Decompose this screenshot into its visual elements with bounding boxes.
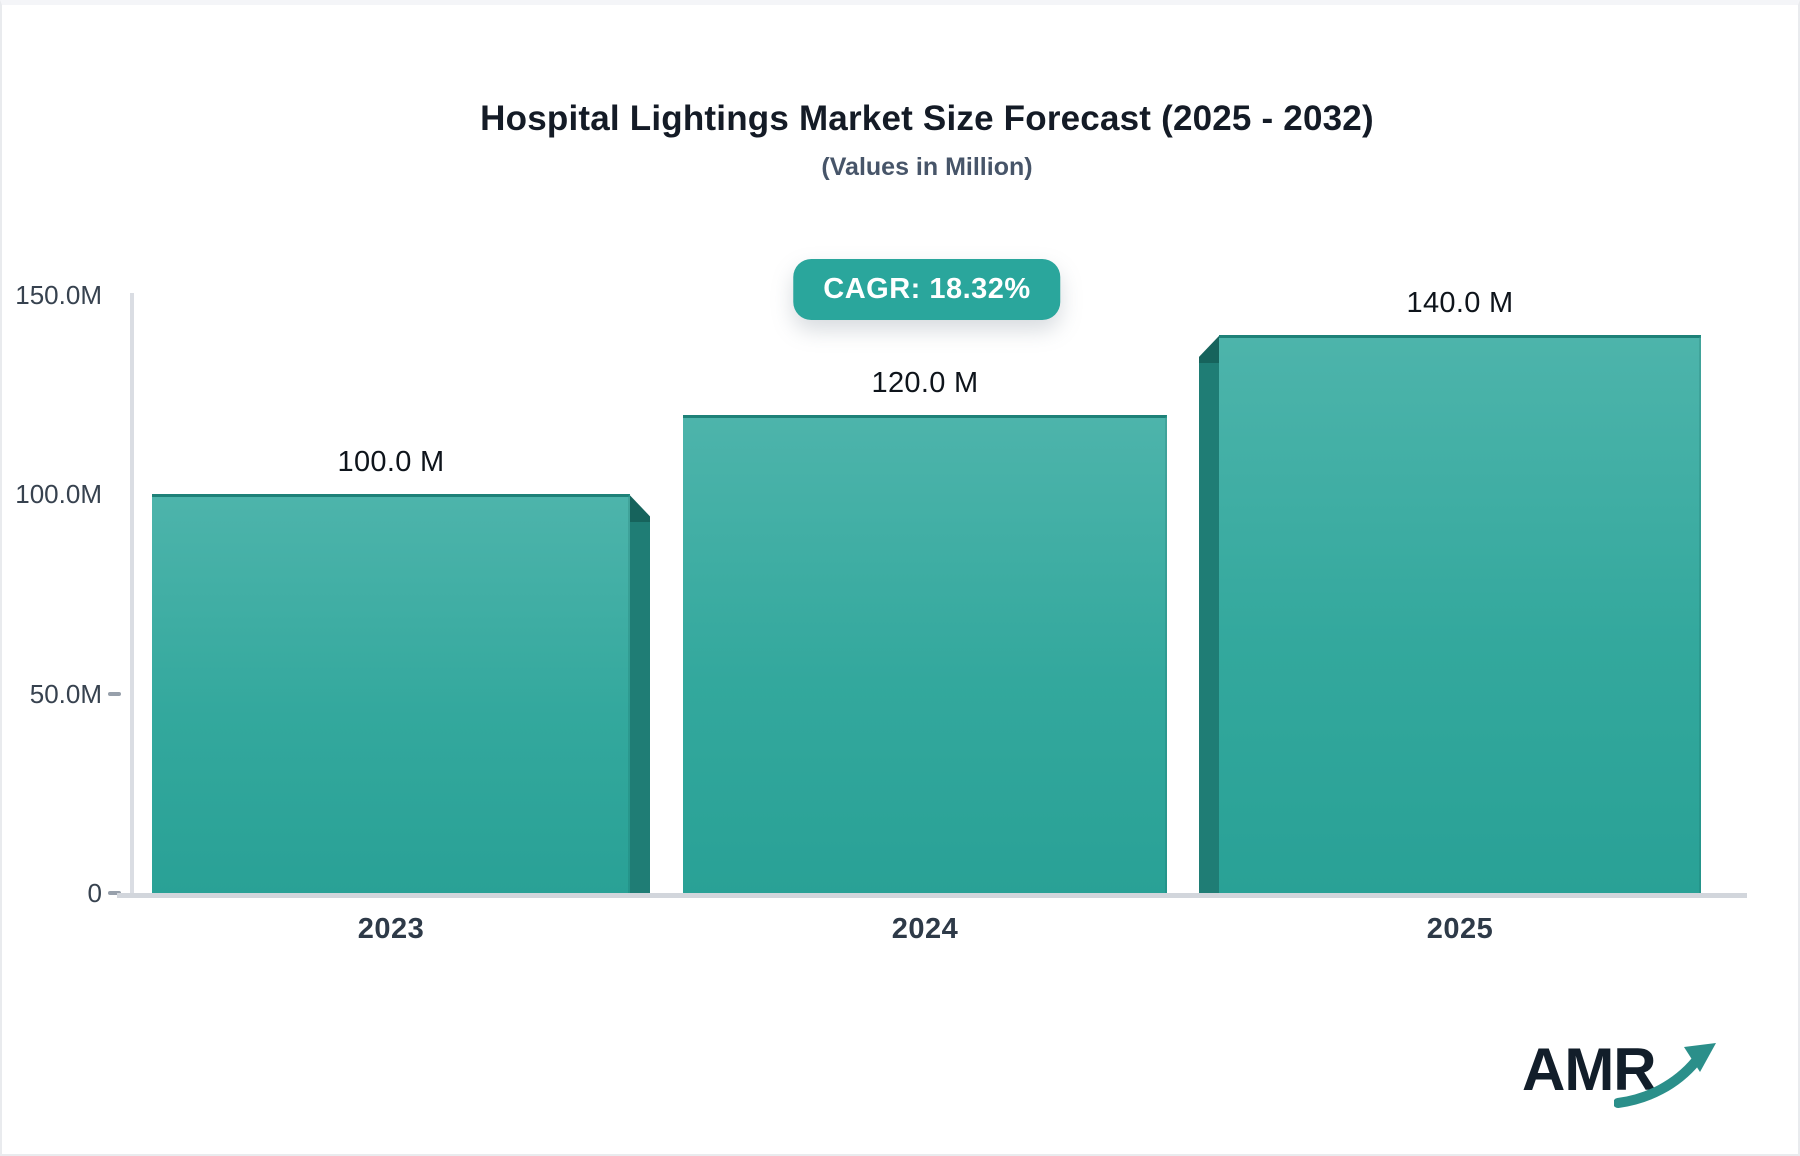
bar-value-label: 140.0 M [1406, 286, 1514, 319]
y-tick-label: 0 [87, 878, 102, 908]
bar-2023 [152, 494, 630, 895]
bar-side-face [1199, 334, 1220, 895]
x-axis-label: 2025 [1426, 913, 1494, 945]
chart-title: Hospital Lightings Market Size Forecast … [480, 99, 1374, 138]
chart-subtitle: (Values in Million) [821, 153, 1033, 181]
bar-value-label: 120.0 M [871, 366, 979, 399]
x-axis-label: 2023 [357, 913, 425, 945]
bar-value-label: 100.0 M [337, 446, 445, 479]
x-axis-label: 2024 [891, 913, 959, 945]
bar-side-face [629, 494, 650, 895]
y-tick-label: 150.0M [15, 280, 102, 310]
y-axis-line [130, 293, 134, 898]
cagr-badge: CAGR: 18.32% [793, 259, 1061, 320]
plot-area: 150.0M 100.0M 50.0M 0 100.0 M 2023 120.0 M 2024… [2, 5, 1798, 1154]
y-tick-dash [108, 891, 121, 895]
y-tick-label: 50.0M [29, 678, 102, 709]
y-tick-label: 100.0M [15, 479, 102, 510]
x-axis-line [117, 893, 1747, 898]
bar-2025 [1219, 334, 1701, 895]
y-tick-dash [108, 691, 121, 696]
amr-logo: AMR [1522, 1035, 1782, 1115]
amr-logo-text: AMR [1522, 1036, 1657, 1103]
amr-logo-arrow-icon [1614, 1043, 1716, 1108]
bar-2024 [683, 414, 1167, 895]
